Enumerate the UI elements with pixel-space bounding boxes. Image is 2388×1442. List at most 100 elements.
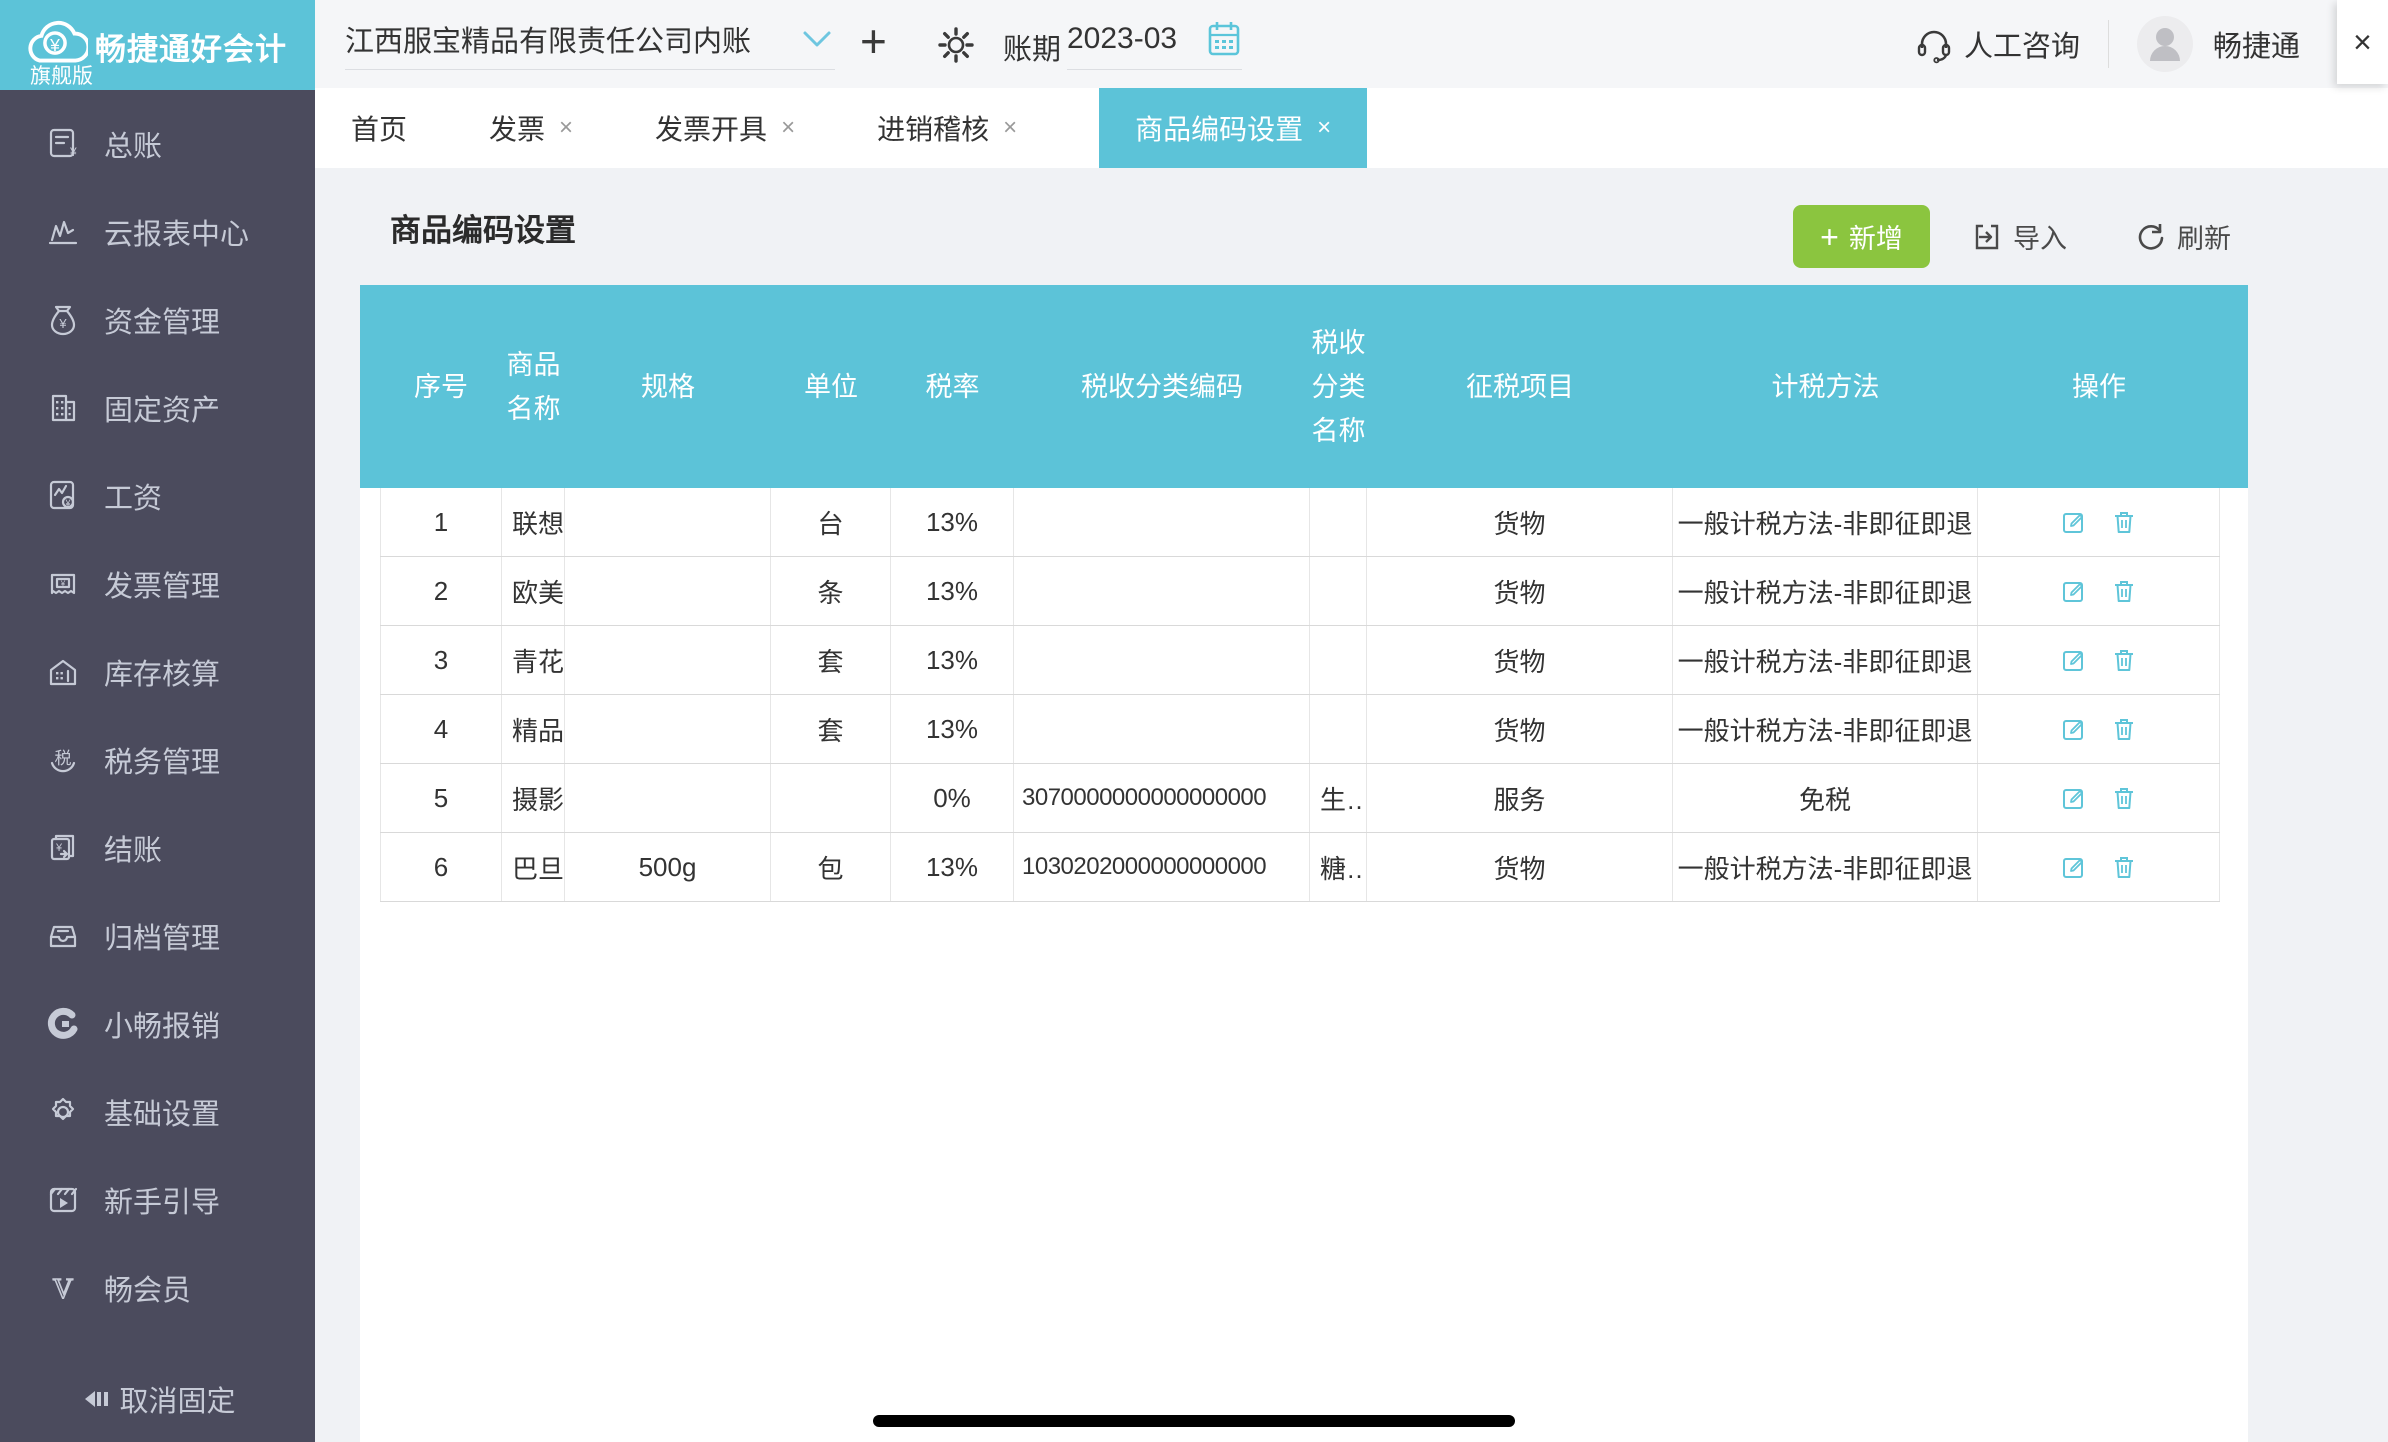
cell-spec <box>565 626 771 694</box>
cell-actions <box>1978 626 2220 694</box>
gear-icon[interactable] <box>935 24 977 66</box>
sidebar-item-9[interactable]: ¥ 结账 <box>0 804 315 892</box>
cell-no: 4 <box>380 695 502 763</box>
sidebar-item-11[interactable]: 小畅报销 <box>0 980 315 1068</box>
chevron-down-icon <box>799 27 835 51</box>
closing-icon: ¥ <box>44 829 82 867</box>
guide-icon <box>44 1181 82 1219</box>
cell-no: 5 <box>380 764 502 832</box>
sidebar-item-7[interactable]: 库存核算 <box>0 628 315 716</box>
edit-icon[interactable] <box>2060 577 2088 605</box>
delete-icon[interactable] <box>2110 784 2138 812</box>
user-name[interactable]: 畅捷通 <box>2212 31 2300 63</box>
import-button[interactable]: 导入 <box>1971 205 2067 268</box>
edit-icon[interactable] <box>2060 508 2088 536</box>
cell-actions <box>1978 557 2220 625</box>
sidebar-item-6[interactable]: ¥ 发票管理 <box>0 540 315 628</box>
company-name: 江西服宝精品有限责任公司内账 <box>345 25 752 58</box>
table-row-6: 6巴旦木500g包13%1030202000000000000糖…货物一般计税方… <box>380 833 2220 902</box>
period-selector[interactable]: 2023-03 <box>1067 8 1242 70</box>
cell-tax-code: 1030202000000000000 <box>1014 833 1310 901</box>
cell-no: 2 <box>380 557 502 625</box>
home-indicator <box>873 1415 1515 1427</box>
calendar-icon <box>1206 20 1242 58</box>
svg-text:¥: ¥ <box>69 145 77 159</box>
svg-text:V: V <box>53 1274 73 1305</box>
tab-close-icon[interactable]: × <box>1317 114 1332 141</box>
cell-actions <box>1978 764 2220 832</box>
tab-label: 发票 <box>489 114 546 145</box>
sidebar-item-label: 资金管理 <box>104 307 221 339</box>
sidebar-item-8[interactable]: 税 税务管理 <box>0 716 315 804</box>
title-strip: 商品编码设置 + 新增 导入 刷新 <box>315 168 2388 285</box>
import-icon <box>1971 221 2003 253</box>
tab-label: 商品编码设置 <box>1135 114 1304 145</box>
add-button[interactable]: + 新增 <box>1793 205 1930 268</box>
sidebar-item-2[interactable]: 云报表中心 <box>0 188 315 276</box>
cell-rate: 13% <box>891 488 1014 556</box>
tab-close-icon[interactable]: × <box>559 114 574 141</box>
invoice-icon: ¥ <box>44 565 82 603</box>
tab-2[interactable]: 发票 × <box>489 88 573 168</box>
cell-actions <box>1978 695 2220 763</box>
support-link[interactable]: 人工咨询 <box>1914 23 2080 65</box>
cell-unit: 台 <box>771 488 891 556</box>
tab-3[interactable]: 发票开具 × <box>655 88 795 168</box>
sidebar-unpin-button[interactable]: 取消固定 <box>0 1378 315 1420</box>
sidebar-item-5[interactable]: ¥ 工资 <box>0 452 315 540</box>
sidebar-item-4[interactable]: 固定资产 <box>0 364 315 452</box>
topbar-divider <box>2107 20 2109 68</box>
cell-unit: 套 <box>771 695 891 763</box>
sidebar-item-1[interactable]: ¥ 总账 <box>0 100 315 188</box>
delete-icon[interactable] <box>2110 853 2138 881</box>
cell-name: 联想笔记本 <box>502 488 565 556</box>
delete-icon[interactable] <box>2110 508 2138 536</box>
sidebar-item-label: 结账 <box>104 835 163 867</box>
column-header-8: 征税项目 <box>1466 371 1574 402</box>
sidebar-item-label: 归档管理 <box>104 923 221 955</box>
tab-close-icon[interactable]: × <box>1003 114 1018 141</box>
refresh-button[interactable]: 刷新 <box>2135 205 2231 268</box>
sidebar-item-label: 总账 <box>104 131 163 163</box>
cell-tax-method: 一般计税方法-非即征即退 <box>1673 488 1978 556</box>
delete-icon[interactable] <box>2110 715 2138 743</box>
add-account-button[interactable]: + <box>860 15 887 67</box>
sidebar-item-12[interactable]: 基础设置 <box>0 1068 315 1156</box>
sidebar-item-3[interactable]: ¥ 资金管理 <box>0 276 315 364</box>
delete-icon[interactable] <box>2110 646 2138 674</box>
avatar[interactable] <box>2136 16 2193 72</box>
edit-icon[interactable] <box>2060 715 2088 743</box>
tab-5[interactable]: 商品编码设置 × <box>1099 88 1368 168</box>
cell-unit: 套 <box>771 626 891 694</box>
sidebar: ¥ 畅捷通好会计 旗舰版 ¥ 总账 云报表中心 ¥ 资金管理 固定资产 ¥ 工资 ¥ 发票管理 库存… <box>0 0 315 1442</box>
sidebar-item-label: 发票管理 <box>104 571 221 603</box>
cell-unit: 包 <box>771 833 891 901</box>
company-selector[interactable]: 江西服宝精品有限责任公司内账 <box>345 8 835 70</box>
tax-icon: 税 <box>44 741 82 779</box>
cell-spec <box>565 764 771 832</box>
tab-1[interactable]: 首页 <box>351 88 407 168</box>
cell-tax-item: 服务 <box>1367 764 1673 832</box>
inventory-icon <box>44 653 82 691</box>
sidebar-item-13[interactable]: 新手引导 <box>0 1156 315 1244</box>
close-icon[interactable]: × <box>2337 0 2388 84</box>
sidebar-item-10[interactable]: 归档管理 <box>0 892 315 980</box>
cell-spec <box>565 488 771 556</box>
cell-tax-method: 一般计税方法-非即征即退 <box>1673 833 1978 901</box>
edit-icon[interactable] <box>2060 853 2088 881</box>
cell-unit <box>771 764 891 832</box>
product-code-table: 序号 商品名称 规格 单位 税率 税收分类编码 税收分类名称 征税项目 计税方法 操作 1联想笔记… <box>360 285 2248 1442</box>
period-label: 账期 <box>1003 34 1062 66</box>
sidebar-item-label: 工资 <box>104 483 163 515</box>
tab-4[interactable]: 进销稽核 × <box>877 88 1017 168</box>
delete-icon[interactable] <box>2110 577 2138 605</box>
column-header-10: 操作 <box>2072 371 2126 402</box>
tab-label: 发票开具 <box>655 114 768 145</box>
member-icon: V <box>44 1269 82 1307</box>
edit-icon[interactable] <box>2060 646 2088 674</box>
column-header-9: 计税方法 <box>1771 371 1880 402</box>
edit-icon[interactable] <box>2060 784 2088 812</box>
tab-close-icon[interactable]: × <box>781 114 796 141</box>
sidebar-item-14[interactable]: V 畅会员 <box>0 1244 315 1332</box>
